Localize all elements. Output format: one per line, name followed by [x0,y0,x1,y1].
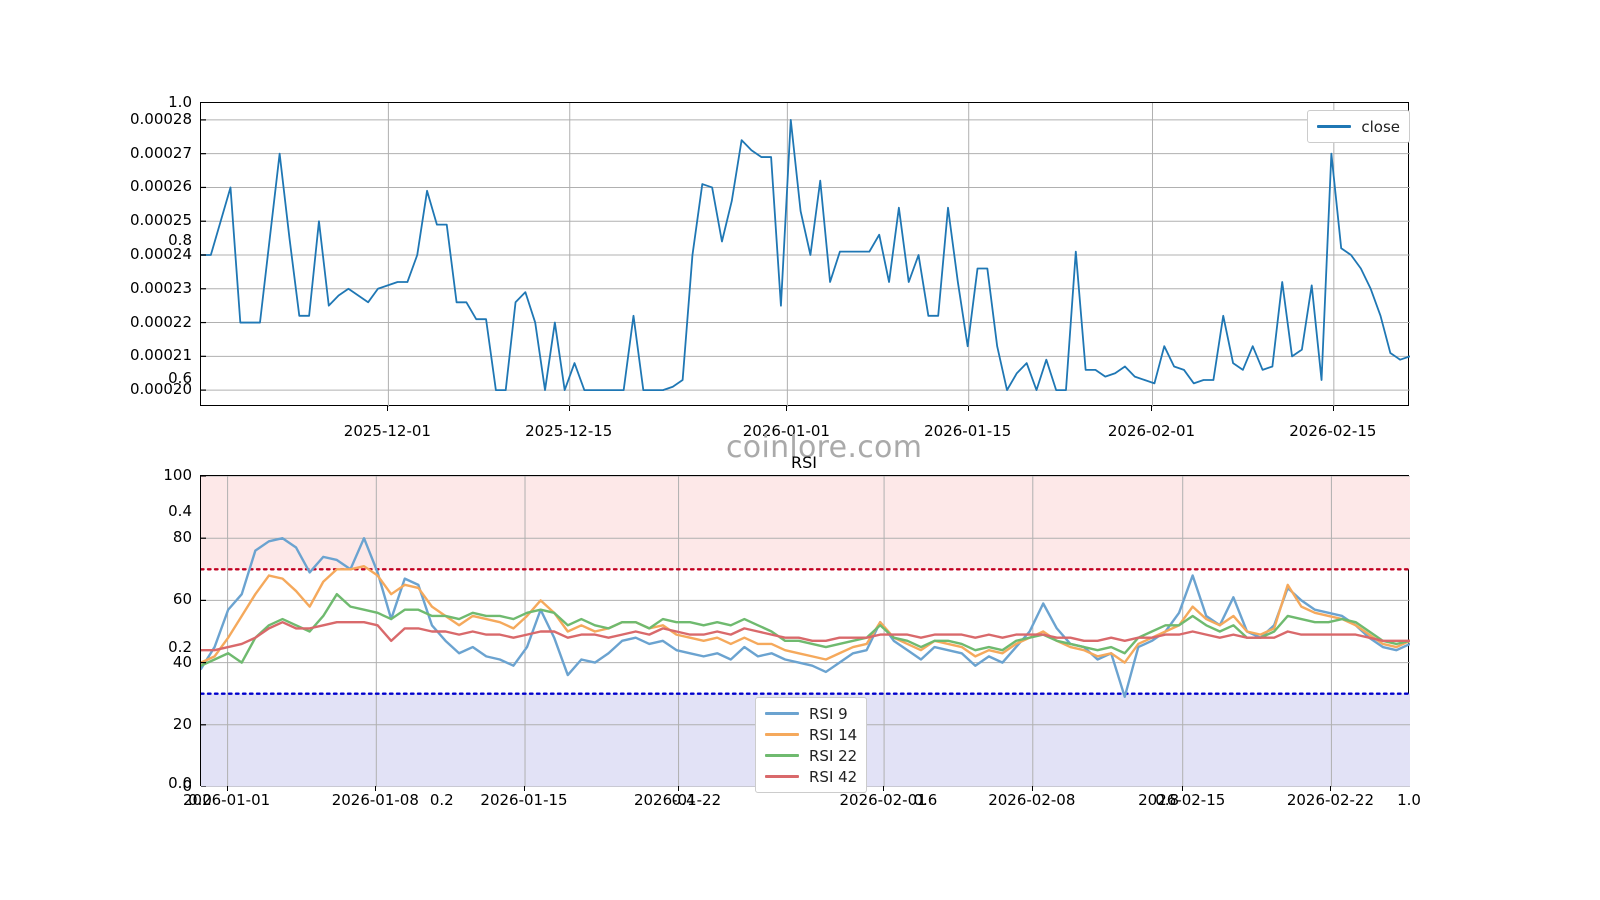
rsi-y-tick-label: 40 [172,652,192,671]
legend-color-swatch [1317,125,1352,128]
rsi-y-tick-label: 20 [172,714,192,733]
rsi-x-tick-mark [524,786,525,791]
rsi-x-tick-mark [226,786,228,791]
rsi-x-tick-label: 2026-01-22 [633,791,722,809]
rsi-x-tick-label: 2026-02-15 [1138,791,1226,809]
rsi-x-tick-mark [677,786,679,791]
rsi-x-tick-label: 2026-02-01 [839,791,927,809]
price-chart-panel [200,102,1410,407]
price-legend-item[interactable]: close [1317,116,1400,137]
rsi-legend-item[interactable]: RSI 9 [765,703,857,724]
rsi-secondary-x-tick-label: 1.0 [1397,791,1421,809]
legend-label: RSI 9 [809,704,848,723]
price-y-tick-label: 0.00022 [129,312,192,331]
price-secondary-y-tick-label: 0.6 [168,369,192,387]
price-y-tick-label: 0.00025 [129,211,192,230]
price-x-tick-label: 2026-02-15 [1289,422,1377,440]
rsi-secondary-x-tick-label: 0.4 [671,791,696,809]
rsi-secondary-x-tick-label: 0.6 [913,791,938,809]
rsi-y-tick-label: 80 [172,528,192,547]
price-x-tick-label: 2026-01-01 [742,422,830,440]
price-x-tick-mark [387,406,389,411]
price-x-tick-mark [568,406,570,411]
price-y-tick-label: 0.00024 [129,245,192,263]
rsi-x-tick-mark [375,786,377,791]
legend-label: RSI 22 [809,746,858,765]
price-x-tick-mark [1151,406,1153,411]
legend-label: close [1361,117,1400,136]
rsi-y-tick-label: 60 [172,590,192,609]
price-y-tick-label: 0.00027 [129,143,192,162]
price-y-tick-label: 0.00028 [129,109,192,128]
price-plot [201,103,1410,407]
price-y-tick-label: 0.00021 [129,346,192,365]
rsi-y-tick-label: 100 [163,466,192,484]
watermark: coinlore.com [726,430,923,465]
rsi-x-tick-label: 2026-01-01 [183,791,271,809]
rsi-secondary-x-tick-label: 0.0 [188,791,212,809]
rsi-legend-item[interactable]: RSI 14 [765,724,857,745]
rsi-x-tick-mark [1330,786,1332,791]
price-y-tick-label: 0.00026 [129,177,192,196]
price-x-tick-label: 2026-01-15 [924,422,1012,440]
legend-color-swatch [765,753,799,758]
rsi-x-tick-label: 2026-01-15 [480,791,568,809]
legend-color-swatch [765,711,799,716]
rsi-secondary-x-tick-label: 0.8 [1155,791,1180,809]
rsi-secondary-y-tick-label: 0.2 [168,638,192,656]
legend-label: RSI 14 [809,725,858,744]
price-y-tick-label: 0.00023 [129,278,192,297]
rsi-y-tick-label: 0 [182,777,192,795]
price-x-tick-label: 2025-12-01 [343,422,431,440]
rsi-secondary-y-tick-label: 0.0 [168,774,192,792]
rsi-x-tick-mark [883,786,885,791]
price-legend[interactable]: close [1307,110,1410,143]
rsi-x-tick-label: 2026-02-08 [988,791,1076,809]
rsi-legend-item[interactable]: RSI 42 [765,766,857,787]
legend-color-swatch [765,774,799,779]
rsi-x-tick-label: 2026-01-08 [331,791,419,809]
price-secondary-y-tick-label: 1.0 [168,93,192,111]
rsi-legend-item[interactable]: RSI 22 [765,745,857,766]
price-x-tick-mark [786,406,788,411]
price-x-tick-label: 2026-02-01 [1107,422,1196,440]
rsi-x-tick-mark [1031,786,1033,791]
rsi-x-tick-label: 2026-02-22 [1286,791,1374,809]
price-y-tick-label: 0.00020 [129,380,192,399]
legend-label: RSI 42 [809,767,858,786]
price-x-tick-mark [1332,406,1334,411]
rsi-secondary-x-tick-label: 0.2 [429,791,454,809]
rsi-legend[interactable]: RSI 9 RSI 14 RSI 22 RSI 42 [755,697,868,793]
rsi-panel-title: RSI [791,453,817,472]
legend-color-swatch [765,732,799,737]
price-x-tick-label: 2025-12-15 [525,422,613,440]
rsi-x-tick-mark [1181,786,1183,791]
price-secondary-y-tick-label: 0.8 [168,231,192,249]
price-x-tick-mark [967,406,969,411]
rsi-secondary-y-tick-label: 0.4 [168,502,192,520]
